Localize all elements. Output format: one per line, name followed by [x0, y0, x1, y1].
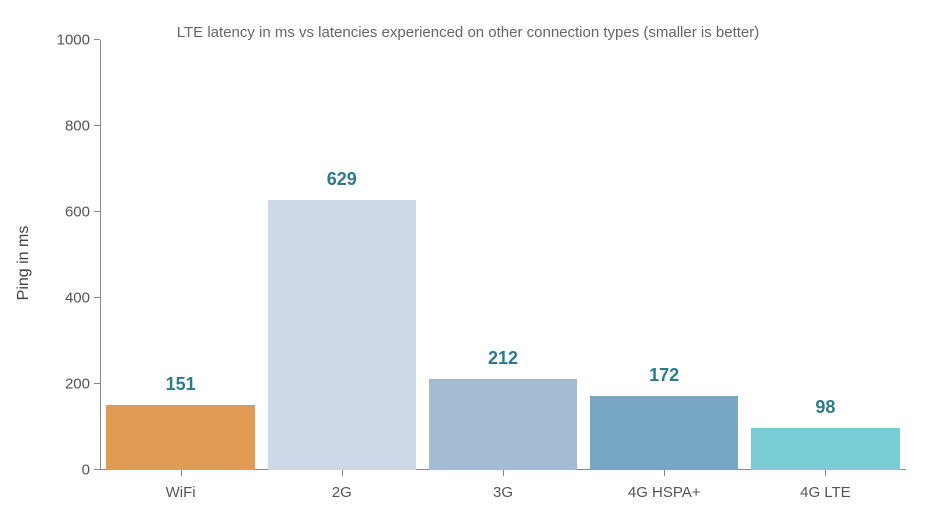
bar: [751, 428, 899, 470]
y-tick-label: 1000: [57, 32, 100, 49]
bar-value-label: 212: [488, 348, 518, 369]
x-tick: [825, 470, 826, 476]
y-tick-label: 400: [65, 290, 100, 307]
bar: [429, 379, 577, 470]
bar-value-label: 629: [327, 169, 357, 190]
x-tick: [503, 470, 504, 476]
bar-value-label: 151: [166, 374, 196, 395]
bar-value-label: 98: [815, 397, 835, 418]
bars-container: 151WiFi6292G2123G1724G HSPA+984G LTE: [100, 40, 906, 470]
bar: [590, 396, 738, 470]
x-tick: [342, 470, 343, 476]
y-axis-label: Ping in ms: [15, 226, 33, 301]
chart-title: LTE latency in ms vs latencies experienc…: [0, 24, 936, 41]
bar-value-label: 172: [649, 365, 679, 386]
bar-slot: 151WiFi: [100, 40, 261, 470]
bar: [106, 405, 254, 470]
bar-slot: 1724G HSPA+: [584, 40, 745, 470]
x-tick: [181, 470, 182, 476]
bar-slot: 6292G: [261, 40, 422, 470]
latency-bar-chart: LTE latency in ms vs latencies experienc…: [0, 0, 936, 526]
y-tick-label: 0: [82, 462, 100, 479]
x-tick: [664, 470, 665, 476]
plot-area: 0 200 400 600 800 1000 151WiFi6292G2123G…: [100, 40, 906, 470]
y-tick-label: 200: [65, 376, 100, 393]
y-tick-label: 800: [65, 118, 100, 135]
bar: [268, 200, 416, 470]
y-tick-label: 600: [65, 204, 100, 221]
bar-slot: 2123G: [422, 40, 583, 470]
bar-slot: 984G LTE: [745, 40, 906, 470]
